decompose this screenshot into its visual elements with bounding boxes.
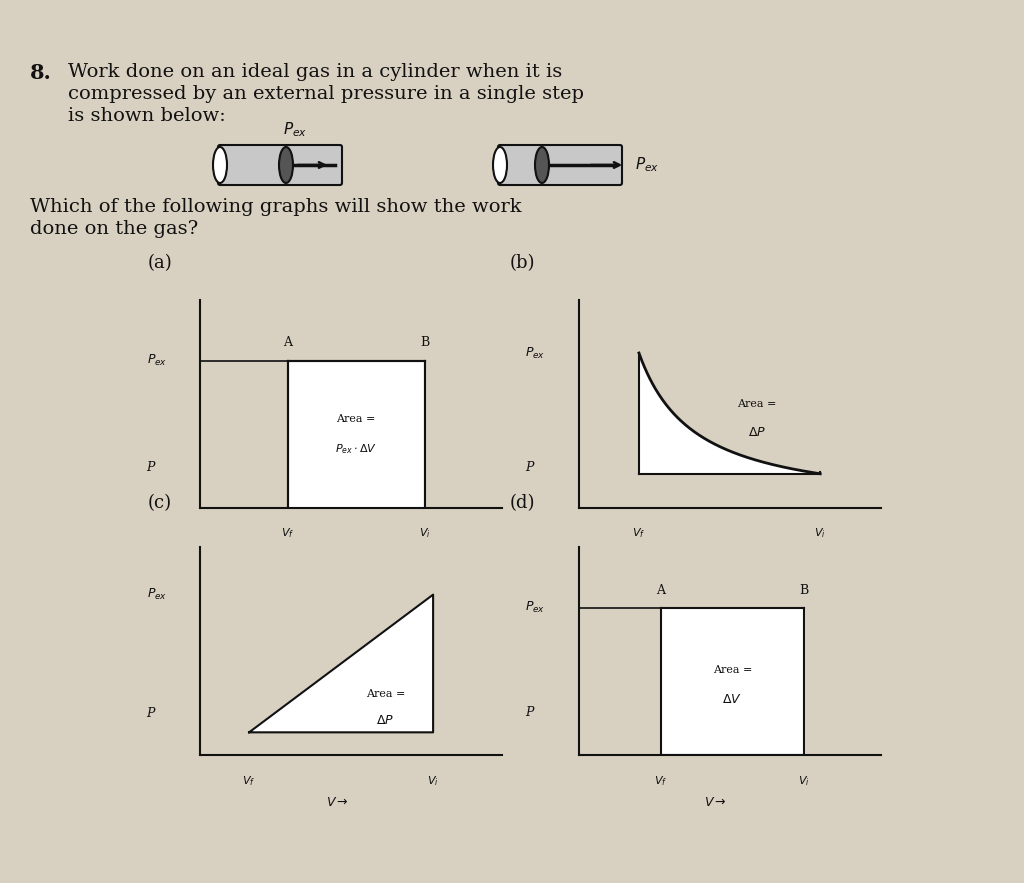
Text: $V_f$: $V_f$ <box>654 774 668 788</box>
Text: P: P <box>525 706 534 720</box>
Text: A: A <box>656 584 666 597</box>
Ellipse shape <box>213 147 227 183</box>
Text: is shown below:: is shown below: <box>68 107 225 125</box>
Ellipse shape <box>279 147 293 183</box>
Text: B: B <box>420 336 429 350</box>
Text: B: B <box>799 584 808 597</box>
Text: $P_{ex}$: $P_{ex}$ <box>635 155 659 174</box>
Text: Work done on an ideal gas in a cylinder when it is: Work done on an ideal gas in a cylinder … <box>68 63 562 81</box>
Text: compressed by an external pressure in a single step: compressed by an external pressure in a … <box>68 85 584 103</box>
Text: (b): (b) <box>510 254 536 272</box>
Text: $V \rightarrow$: $V \rightarrow$ <box>718 549 741 562</box>
Text: $\Delta V$: $\Delta V$ <box>722 692 742 706</box>
Text: $V_i$: $V_i$ <box>419 526 431 540</box>
Text: 8.: 8. <box>30 63 52 83</box>
Text: Area =: Area = <box>737 399 777 409</box>
Text: $V \rightarrow$: $V \rightarrow$ <box>326 796 348 810</box>
Text: $V_i$: $V_i$ <box>798 774 810 788</box>
Text: Area =: Area = <box>337 414 376 425</box>
Text: P: P <box>525 461 534 474</box>
Text: $P_{ex}$: $P_{ex}$ <box>525 345 546 360</box>
Text: Area =: Area = <box>366 689 406 699</box>
Polygon shape <box>249 594 433 732</box>
Text: $\Delta P$: $\Delta P$ <box>748 426 766 439</box>
Text: (a): (a) <box>148 254 173 272</box>
Text: $P_{ex} \cdot \Delta V$: $P_{ex} \cdot \Delta V$ <box>335 442 377 456</box>
Text: $P_{ex}$: $P_{ex}$ <box>146 353 167 368</box>
FancyBboxPatch shape <box>498 145 622 185</box>
Text: (d): (d) <box>510 494 536 512</box>
Text: done on the gas?: done on the gas? <box>30 220 199 238</box>
Ellipse shape <box>535 147 549 183</box>
Text: P: P <box>146 461 155 473</box>
Text: Which of the following graphs will show the work: Which of the following graphs will show … <box>30 198 521 216</box>
Text: $P_{ex}$: $P_{ex}$ <box>146 587 167 602</box>
Text: $V_i$: $V_i$ <box>814 526 826 540</box>
Text: $V_f$: $V_f$ <box>632 526 646 540</box>
Ellipse shape <box>493 147 507 183</box>
Text: (c): (c) <box>148 494 172 512</box>
Text: $V_f$: $V_f$ <box>243 774 256 788</box>
Text: $\Delta P$: $\Delta P$ <box>377 713 394 727</box>
FancyBboxPatch shape <box>218 145 342 185</box>
Text: $V_f$: $V_f$ <box>281 526 294 540</box>
Text: A: A <box>283 336 292 350</box>
Text: $V \rightarrow$: $V \rightarrow$ <box>326 549 348 562</box>
Text: $V_i$: $V_i$ <box>427 774 439 788</box>
Text: Area =: Area = <box>713 665 752 675</box>
Text: $V \rightarrow$: $V \rightarrow$ <box>705 796 727 810</box>
Text: $P_{ex}$: $P_{ex}$ <box>525 600 546 615</box>
Text: P: P <box>146 707 155 720</box>
Text: $P_{ex}$: $P_{ex}$ <box>283 120 307 139</box>
